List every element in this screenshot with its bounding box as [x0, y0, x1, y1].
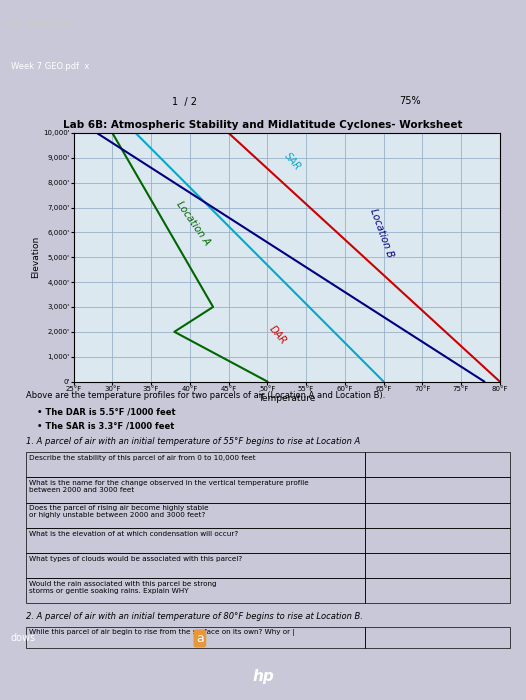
Text: Above are the temperature profiles for two parcels of air (Location A and Locati: Above are the temperature profiles for t…	[26, 391, 386, 400]
Text: While this parcel of air begin to rise from the surface on its own? Why or |: While this parcel of air begin to rise f…	[29, 629, 295, 636]
Text: obat Reader DC: obat Reader DC	[5, 20, 72, 29]
Text: 1  / 2: 1 / 2	[171, 97, 197, 106]
Text: dows: dows	[11, 634, 36, 643]
Y-axis label: Elevation: Elevation	[31, 236, 40, 279]
Text: • The SAR is 3.3°F /1000 feet: • The SAR is 3.3°F /1000 feet	[37, 421, 174, 430]
Text: DAR: DAR	[267, 324, 288, 346]
Text: Does the parcel of rising air become highly stable
or highly unstable between 20: Does the parcel of rising air become hig…	[29, 505, 208, 519]
Text: a: a	[196, 632, 204, 645]
Text: Location A: Location A	[174, 199, 212, 247]
Text: 75%: 75%	[399, 97, 421, 106]
Text: What is the elevation of at which condensation will occur?: What is the elevation of at which conden…	[29, 531, 238, 537]
Text: What types of clouds would be associated with this parcel?: What types of clouds would be associated…	[29, 556, 242, 562]
Text: Location B: Location B	[368, 208, 395, 259]
Text: Describe the stability of this parcel of air from 0 to 10,000 feet: Describe the stability of this parcel of…	[29, 455, 256, 461]
Text: • The DAR is 5.5°F /1000 feet: • The DAR is 5.5°F /1000 feet	[37, 407, 176, 416]
Text: Week 7 GEO.pdf  x: Week 7 GEO.pdf x	[11, 62, 89, 71]
Text: SAR: SAR	[283, 150, 303, 172]
Text: What is the name for the change observed in the vertical temperature profile
bet: What is the name for the change observed…	[29, 480, 309, 494]
Text: 2. A parcel of air with an initial temperature of 80°F begins to rise at Locatio: 2. A parcel of air with an initial tempe…	[26, 612, 363, 621]
Text: Would the rain associated with this parcel be strong
storms or gentle soaking ra: Would the rain associated with this parc…	[29, 581, 217, 594]
Text: hp: hp	[252, 669, 274, 685]
X-axis label: Temperature: Temperature	[258, 394, 316, 403]
Text: Lab 6B: Atmospheric Stability and Midlatitude Cyclones- Worksheet: Lab 6B: Atmospheric Stability and Midlat…	[63, 120, 463, 130]
Text: 1. A parcel of air with an initial temperature of 55°F begins to rise at Locatio: 1. A parcel of air with an initial tempe…	[26, 437, 360, 446]
